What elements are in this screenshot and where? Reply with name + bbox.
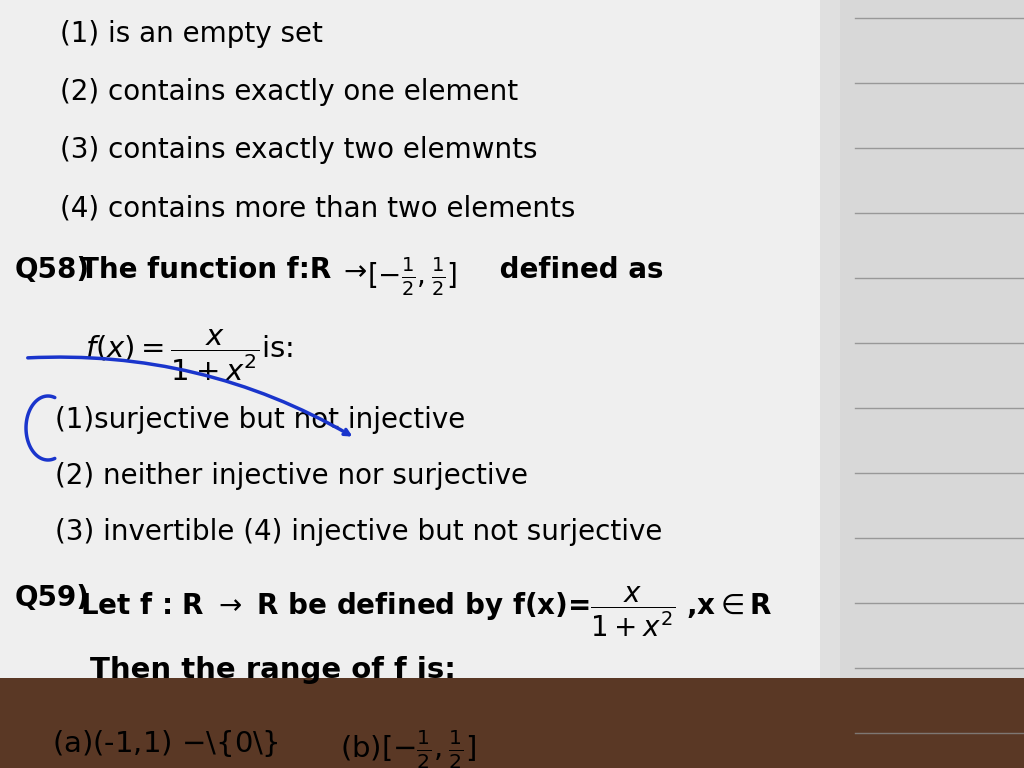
- Text: Let f : R $\rightarrow$ R be defined by f(x)=$\dfrac{x}{1+x^2}$ ,x$\in$R: Let f : R $\rightarrow$ R be defined by …: [80, 584, 773, 638]
- Text: The function f:R: The function f:R: [80, 256, 331, 284]
- Text: (1)surjective but not injective: (1)surjective but not injective: [55, 406, 465, 434]
- Polygon shape: [0, 678, 1024, 768]
- Text: (3) invertible (4) injective but not surjective: (3) invertible (4) injective but not sur…: [55, 518, 663, 546]
- Text: (1) is an empty set: (1) is an empty set: [60, 20, 323, 48]
- Text: $\rightarrow$: $\rightarrow$: [338, 256, 368, 284]
- Text: (2) neither injective nor surjective: (2) neither injective nor surjective: [55, 462, 528, 490]
- Text: Then the range of f is:: Then the range of f is:: [90, 656, 456, 684]
- Polygon shape: [840, 0, 1024, 768]
- Polygon shape: [0, 0, 820, 768]
- Text: $f(x)=\dfrac{x}{1+x^2}$is:: $f(x)=\dfrac{x}{1+x^2}$is:: [85, 328, 293, 383]
- Text: (a)(-1,1) $-$\{0\}: (a)(-1,1) $-$\{0\}: [52, 728, 279, 759]
- Text: defined as: defined as: [490, 256, 664, 284]
- Text: (4) contains more than two elements: (4) contains more than two elements: [60, 194, 575, 222]
- Text: Q58): Q58): [15, 256, 90, 284]
- Text: Q59): Q59): [15, 584, 90, 612]
- Text: (2) contains exactly one element: (2) contains exactly one element: [60, 78, 518, 106]
- Text: (b)$[-\frac{1}{2},\frac{1}{2}]$: (b)$[-\frac{1}{2},\frac{1}{2}]$: [340, 728, 476, 768]
- Text: (3) contains exactly two elemwnts: (3) contains exactly two elemwnts: [60, 136, 538, 164]
- Text: $[-\frac{1}{2},\frac{1}{2}]$: $[-\frac{1}{2},\frac{1}{2}]$: [367, 256, 458, 298]
- Polygon shape: [820, 0, 850, 768]
